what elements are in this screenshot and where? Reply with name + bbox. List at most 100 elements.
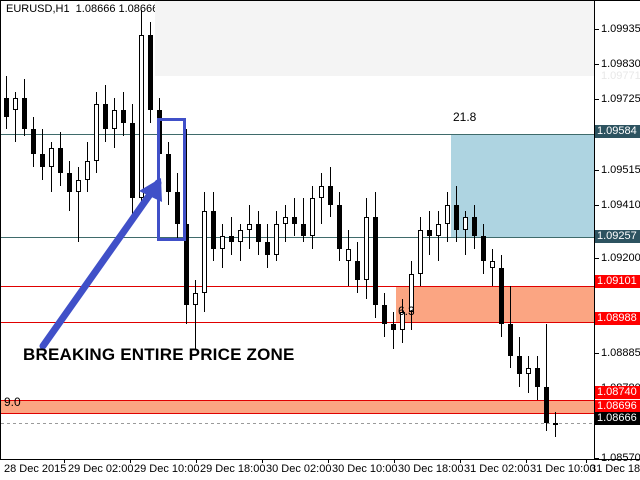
candle-body-down: [337, 204, 342, 249]
candle-body-down: [31, 129, 36, 155]
candle-body-down: [382, 305, 387, 325]
candle-body-down: [355, 261, 360, 281]
upper-shaded-band: [155, 1, 594, 76]
candle-body-down: [22, 97, 27, 130]
candle-body-up: [319, 185, 324, 199]
price-badge-red[interactable]: 1.08696: [595, 400, 640, 413]
candle-wick: [15, 91, 16, 142]
window-border-bottom: [0, 459, 640, 460]
time-tick-label: 31 Dec 02:00: [464, 463, 530, 475]
candle-body-down: [211, 211, 216, 249]
candle-body-down: [328, 185, 333, 205]
chart-plot-area[interactable]: 21.8 6.3 9.0 BREAKING ENTIRE PRICE ZONE: [1, 1, 594, 459]
candle-body-down: [301, 223, 306, 237]
price-axis[interactable]: 1.099351.098301.097251.096201.095151.094…: [595, 0, 640, 464]
candle-body-down: [517, 355, 522, 375]
candle-body-up: [94, 104, 99, 161]
price-tick-mark: [595, 458, 599, 459]
time-tick-mark: [196, 460, 197, 463]
candle-body-down: [121, 110, 126, 123]
price-tick-label: 1.09200: [601, 252, 640, 264]
price-badge-teal[interactable]: 1.09584: [595, 125, 640, 138]
price-badge-red[interactable]: 1.08988: [595, 312, 640, 325]
rectangle-annotation[interactable]: [157, 118, 186, 241]
candle-body-up: [274, 223, 279, 255]
price-tick-label: 1.08885: [601, 347, 640, 359]
price-tick-label: 1.09830: [601, 58, 640, 70]
candle-body-down: [391, 324, 396, 331]
time-tick-mark: [586, 460, 587, 463]
time-tick-mark: [526, 460, 527, 463]
candle-body-down: [265, 242, 270, 255]
candle-body-down: [4, 97, 9, 117]
demand-zone-label: 6.3: [398, 304, 415, 318]
candle-wick: [438, 211, 439, 262]
candle-body-up: [247, 223, 252, 230]
candle-body-down: [58, 148, 63, 174]
candle-body-down: [256, 223, 261, 243]
time-tick-label: 31 Dec 18:00: [590, 463, 640, 475]
price-level-current: [1, 423, 594, 424]
candle-body-down: [544, 387, 549, 423]
time-tick-mark: [130, 460, 131, 463]
price-tick-mark: [595, 258, 599, 259]
price-tick-label: 1.09725: [601, 93, 640, 105]
time-tick-mark: [328, 460, 329, 463]
price-tick-mark: [595, 205, 599, 206]
price-tick-label: 1.09515: [601, 164, 640, 176]
price-badge-teal[interactable]: 1.09257: [595, 230, 640, 243]
candle-body-up: [418, 229, 423, 274]
price-badge-red[interactable]: 1.08740: [595, 386, 640, 399]
candle-body-down: [499, 267, 504, 325]
time-tick-label: 29 Dec 02:00: [68, 463, 134, 475]
price-badge-red[interactable]: 1.09101: [595, 275, 640, 288]
demand-zone-low-label: 9.0: [4, 395, 21, 409]
candle-wick: [240, 223, 241, 262]
price-tick-mark: [595, 170, 599, 171]
breaking-price-zone-text: BREAKING ENTIRE PRICE ZONE: [23, 345, 295, 364]
time-tick-mark: [394, 460, 395, 463]
window-border-top: [0, 0, 640, 1]
price-tick-label: 1.08570: [601, 452, 640, 464]
price-badge-black[interactable]: 1.08666: [595, 412, 640, 425]
time-tick-label: 30 Dec 10:00: [332, 463, 398, 475]
time-tick-label: 28 Dec 2015: [4, 463, 67, 475]
time-tick-label: 29 Dec 10:00: [134, 463, 200, 475]
candle-body-down: [472, 217, 477, 237]
candle-body-down: [67, 173, 72, 193]
candle-body-down: [130, 123, 135, 199]
time-tick-mark: [64, 460, 65, 463]
price-level-resistance: [1, 400, 594, 401]
time-axis[interactable]: 28 Dec 2015 29 Dec 02:00 29 Dec 10:00 29 De…: [0, 460, 640, 480]
candle-body-up: [202, 211, 207, 293]
price-level-grid: [1, 134, 594, 135]
price-level-resistance: [1, 286, 594, 287]
price-level-support: [1, 322, 594, 323]
demand-zone-mid: [396, 286, 594, 322]
time-tick-mark: [262, 460, 263, 463]
candle-wick: [465, 211, 466, 255]
candle-wick: [321, 173, 322, 224]
candle-body-up: [346, 248, 351, 262]
candle-wick: [195, 280, 196, 350]
candle-body-up: [85, 160, 90, 180]
arrow-annotation[interactable]: [31, 166, 176, 356]
candle-body-up: [445, 204, 450, 224]
time-tick-label: 30 Dec 02:00: [266, 463, 332, 475]
candle-body-down: [292, 217, 297, 224]
demand-zone-low: [1, 399, 594, 414]
supply-zone-label: 21.8: [453, 110, 477, 124]
time-tick-label: 29 Dec 18:00: [200, 463, 266, 475]
price-tick-mark: [595, 29, 599, 30]
candle-body-down: [184, 223, 189, 306]
candle-body-up: [238, 229, 243, 243]
candle-body-up: [400, 311, 405, 331]
candle-body-down: [427, 229, 432, 237]
candle-body-up: [310, 198, 315, 237]
candle-body-down: [148, 35, 153, 111]
candle-wick: [294, 198, 295, 237]
candle-body-down: [454, 204, 459, 230]
candle-body-up: [76, 179, 81, 193]
candle-body-up: [364, 217, 369, 281]
